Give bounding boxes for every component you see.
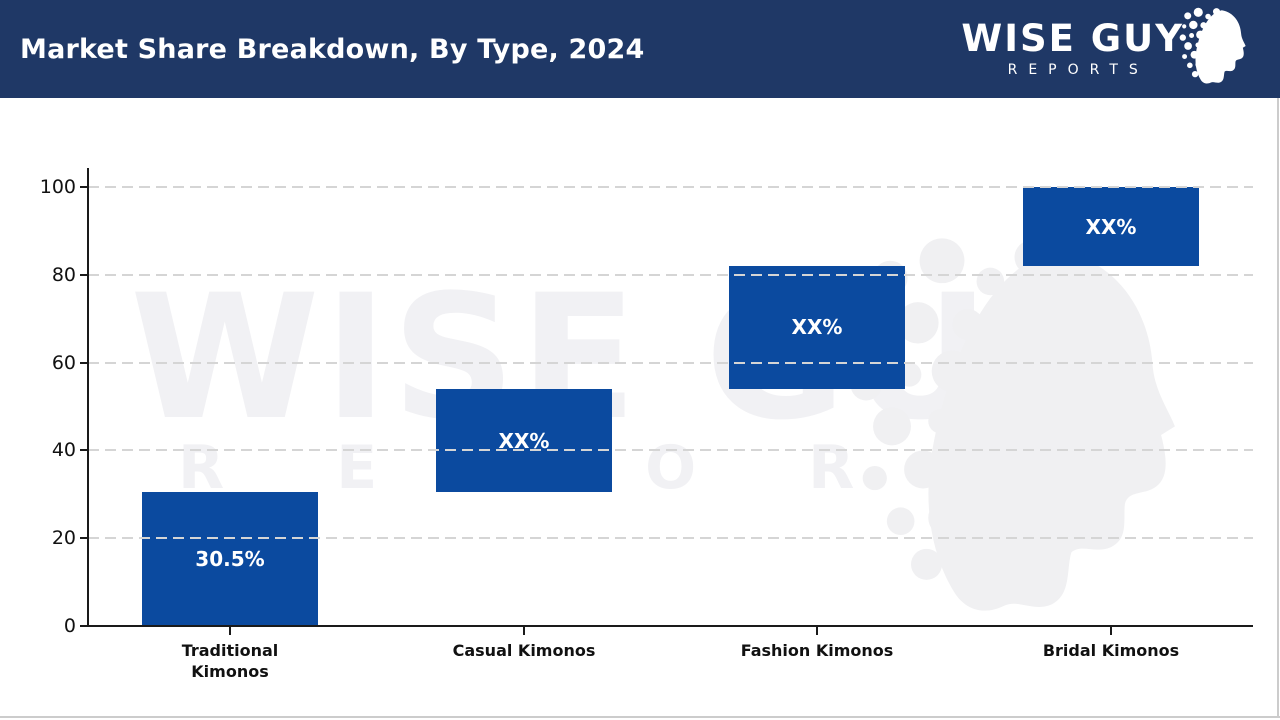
- gridline: [88, 449, 1253, 452]
- y-tick-mark: [80, 625, 88, 627]
- gridline: [88, 537, 1253, 540]
- y-tick-mark: [80, 361, 88, 364]
- bar-value-label: XX%: [498, 428, 550, 453]
- y-tick-label: 0: [63, 615, 76, 637]
- bar-segment: XX%: [1023, 187, 1199, 267]
- header: Market Share Breakdown, By Type, 2024 WI…: [0, 0, 1280, 98]
- logo-primary-text: WISE GUY: [961, 17, 1184, 60]
- bar-value-label: XX%: [1085, 214, 1137, 239]
- logo-face-icon: [1170, 6, 1256, 92]
- logo-secondary-text: REPORTS: [1007, 62, 1149, 78]
- right-border-line: [1277, 98, 1279, 718]
- x-category-label: Bridal Kimonos: [1042, 641, 1180, 660]
- logo-text: WISE GUY REPORTS: [961, 20, 1184, 78]
- bar-segment: 30.5%: [142, 492, 318, 626]
- y-tick-label: 80: [51, 263, 76, 286]
- x-axis-line: [87, 625, 1253, 627]
- wise-guy-logo: WISE GUY REPORTS: [961, 6, 1256, 92]
- gridline: [88, 186, 1253, 188]
- x-category-label: Casual Kimonos: [452, 641, 596, 660]
- y-tick-label: 40: [51, 439, 76, 462]
- y-tick-mark: [80, 186, 88, 188]
- x-tick-mark: [523, 627, 525, 635]
- y-tick-mark: [80, 273, 88, 276]
- y-tick-mark: [80, 449, 88, 452]
- bar-segment: XX%: [729, 266, 905, 389]
- x-category-label: Traditional Kimonos: [181, 641, 279, 681]
- y-tick-label: 20: [51, 527, 76, 550]
- x-tick-mark: [816, 627, 818, 635]
- y-tick-mark: [80, 537, 88, 540]
- gridline: [88, 273, 1253, 276]
- x-tick-mark: [1110, 627, 1112, 635]
- chart-title: Market Share Breakdown, By Type, 2024: [20, 33, 645, 65]
- gridline: [88, 361, 1253, 364]
- y-axis-line: [87, 168, 89, 627]
- bottom-border-line: [0, 716, 1280, 718]
- x-category-label: Fashion Kimonos: [740, 641, 894, 660]
- x-tick-mark: [229, 627, 231, 635]
- bar-value-label: 30.5%: [195, 547, 265, 572]
- y-tick-label: 100: [39, 176, 76, 198]
- y-tick-label: 60: [51, 351, 76, 374]
- bar-value-label: XX%: [791, 315, 843, 340]
- bar-segment: XX%: [436, 388, 612, 493]
